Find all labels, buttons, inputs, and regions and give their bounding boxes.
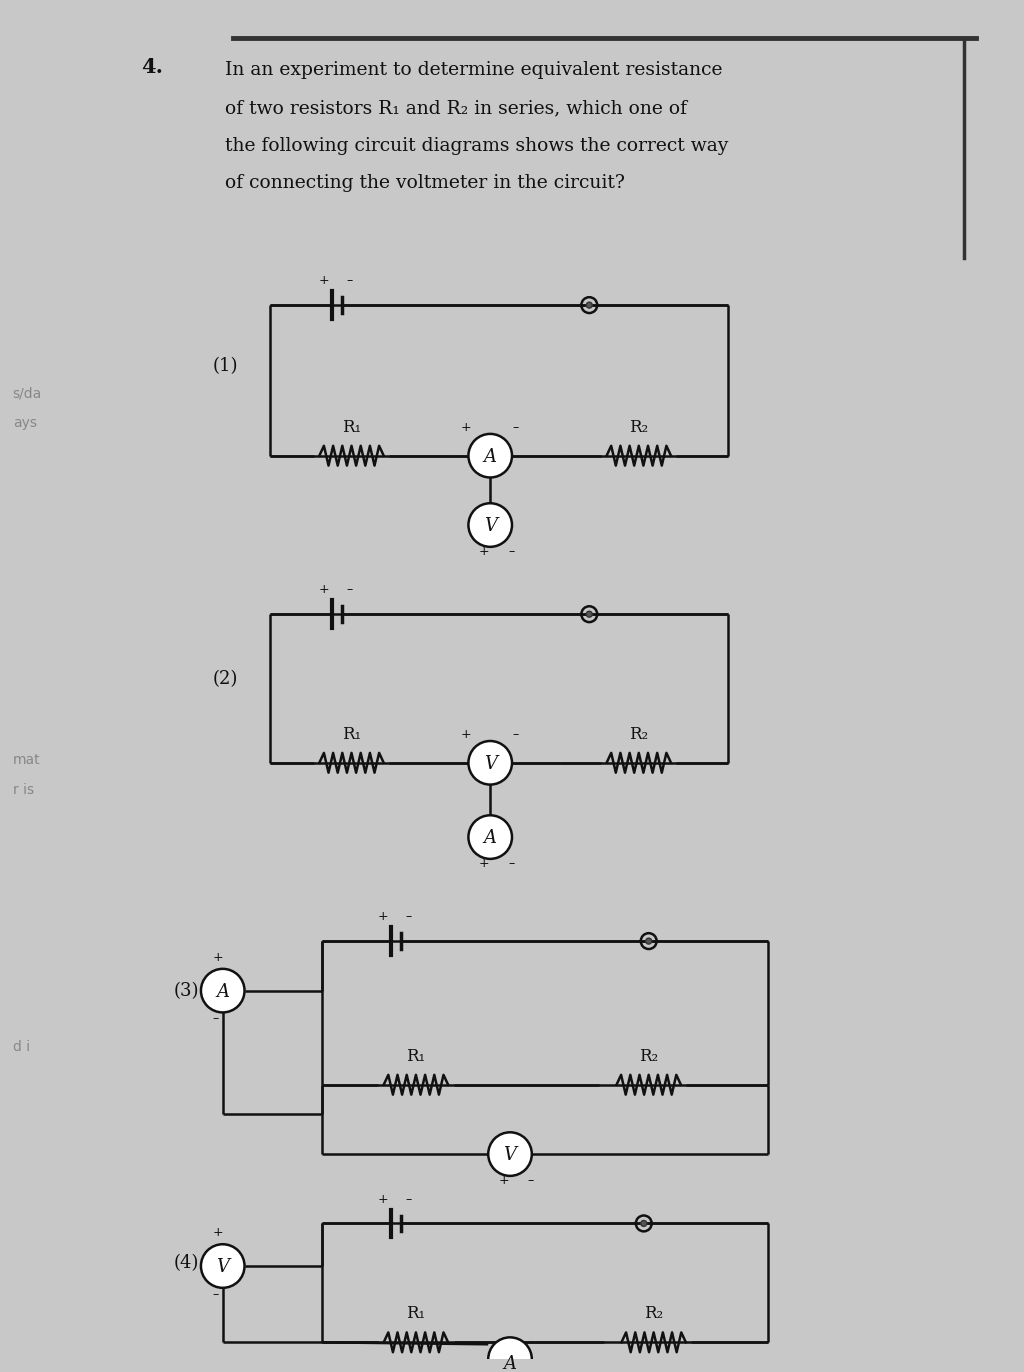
- Text: V: V: [483, 517, 497, 535]
- Circle shape: [201, 1244, 245, 1288]
- Text: A: A: [483, 829, 497, 847]
- Text: –: –: [213, 1288, 219, 1301]
- Text: R₁: R₁: [407, 1048, 425, 1065]
- Text: +: +: [498, 1174, 509, 1187]
- Text: A: A: [504, 1356, 516, 1372]
- Circle shape: [468, 504, 512, 547]
- Text: +: +: [478, 545, 488, 558]
- Circle shape: [468, 741, 512, 785]
- Circle shape: [468, 815, 512, 859]
- Text: R₂: R₂: [639, 1048, 658, 1065]
- Text: +: +: [213, 1227, 223, 1239]
- Text: (3): (3): [173, 981, 199, 1000]
- Text: –: –: [527, 1174, 535, 1187]
- Text: mat: mat: [12, 753, 40, 767]
- Circle shape: [641, 1221, 647, 1227]
- Circle shape: [587, 302, 592, 309]
- Text: +: +: [378, 910, 388, 923]
- Circle shape: [488, 1132, 531, 1176]
- Text: R₂: R₂: [644, 1306, 664, 1323]
- Circle shape: [201, 969, 245, 1013]
- Text: of two resistors R₁ and R₂ in series, which one of: of two resistors R₁ and R₂ in series, wh…: [224, 99, 687, 117]
- Circle shape: [488, 1338, 531, 1372]
- Text: (2): (2): [213, 670, 239, 687]
- Circle shape: [468, 434, 512, 477]
- Text: In an experiment to determine equivalent resistance: In an experiment to determine equivalent…: [224, 62, 722, 80]
- Circle shape: [646, 938, 651, 944]
- Circle shape: [587, 611, 592, 617]
- Text: R₁: R₁: [407, 1306, 425, 1323]
- Text: –: –: [512, 421, 518, 434]
- Text: +: +: [461, 421, 471, 434]
- Text: –: –: [346, 274, 352, 287]
- Text: –: –: [508, 545, 514, 558]
- Text: A: A: [216, 982, 229, 1000]
- Text: (4): (4): [173, 1254, 199, 1272]
- Text: +: +: [461, 729, 471, 741]
- Text: –: –: [213, 1013, 219, 1025]
- Text: R₁: R₁: [342, 726, 361, 744]
- Text: +: +: [378, 1192, 388, 1206]
- Text: +: +: [213, 951, 223, 965]
- Text: ays: ays: [12, 416, 37, 429]
- Text: of connecting the voltmeter in the circuit?: of connecting the voltmeter in the circu…: [224, 174, 625, 192]
- Text: s/da: s/da: [12, 387, 42, 401]
- Text: V: V: [504, 1146, 516, 1163]
- Text: A: A: [483, 447, 497, 465]
- Text: R₂: R₂: [629, 418, 648, 436]
- Text: –: –: [512, 729, 518, 741]
- Text: –: –: [406, 1192, 412, 1206]
- Text: V: V: [216, 1258, 229, 1276]
- Text: the following circuit diagrams shows the correct way: the following circuit diagrams shows the…: [224, 137, 728, 155]
- Text: –: –: [406, 910, 412, 923]
- Text: +: +: [318, 274, 329, 287]
- Text: R₂: R₂: [629, 726, 648, 744]
- Text: r is: r is: [12, 782, 34, 797]
- Text: (1): (1): [213, 358, 239, 376]
- Text: –: –: [508, 856, 514, 870]
- Text: V: V: [483, 755, 497, 772]
- Text: 4.: 4.: [141, 58, 164, 77]
- Text: +: +: [318, 583, 329, 597]
- Text: d i: d i: [12, 1040, 30, 1054]
- Text: R₁: R₁: [342, 418, 361, 436]
- Text: +: +: [478, 856, 488, 870]
- Text: –: –: [346, 583, 352, 597]
